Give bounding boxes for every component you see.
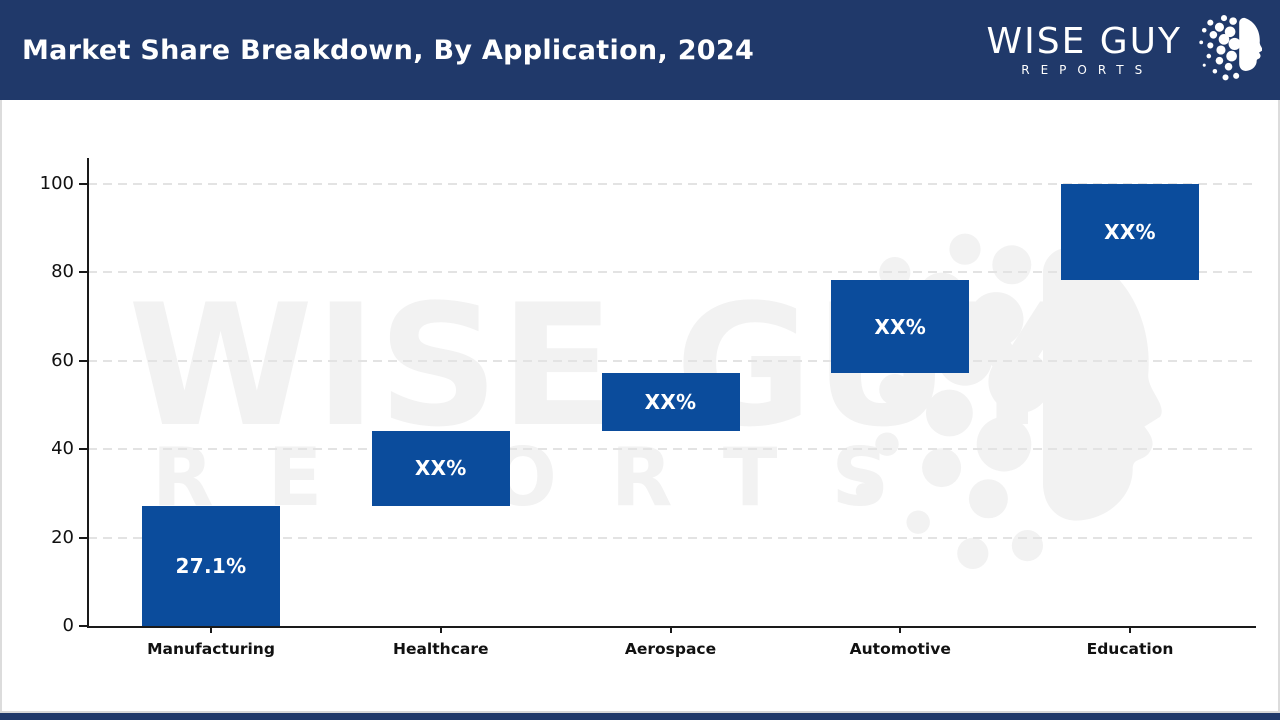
- bar-manufacturing: 27.1%: [142, 506, 280, 626]
- page-title: Market Share Breakdown, By Application, …: [22, 34, 755, 66]
- y-tick-100: [79, 183, 87, 185]
- x-tick-aerospace: [669, 628, 672, 633]
- gridline-60: [88, 359, 1255, 362]
- x-tick-manufacturing: [210, 628, 212, 633]
- y-axis-line: [87, 158, 89, 628]
- x-category-label-healthcare: Healthcare: [392, 640, 489, 658]
- bar-value-label-healthcare: XX%: [414, 456, 467, 481]
- gridline-100: [88, 183, 1255, 185]
- bar-value-label-education: XX%: [1104, 220, 1156, 245]
- y-tick-20: [79, 536, 87, 539]
- x-tick-education: [1129, 628, 1131, 633]
- x-category-label-manufacturing: Manufacturing: [147, 640, 275, 658]
- y-tick-label-100: 100: [39, 173, 74, 194]
- header: Market Share Breakdown, By Application, …: [0, 0, 1280, 100]
- bar-automotive: XX%: [831, 280, 970, 373]
- x-tick-automotive: [899, 628, 902, 633]
- logo-wordmark: WISE GUY: [986, 20, 1182, 62]
- watermark-subtitle: REPORTS: [152, 431, 944, 524]
- header-logo: WISE GUY REPORTS: [986, 9, 1262, 91]
- bar-value-label-automotive: XX%: [874, 314, 927, 339]
- x-tick-healthcare: [439, 628, 442, 633]
- y-tick-label-40: 40: [51, 438, 74, 460]
- x-category-label-automotive: Automotive: [849, 640, 951, 658]
- x-axis-line: [87, 626, 1256, 628]
- y-tick-label-20: 20: [51, 526, 74, 548]
- bar-value-label-manufacturing: 27.1%: [175, 554, 247, 579]
- logo-text: WISE GUY REPORTS: [986, 20, 1183, 77]
- y-tick-40: [79, 448, 87, 451]
- y-tick-60: [79, 359, 87, 362]
- y-tick-label-80: 80: [51, 261, 74, 283]
- y-tick-80: [79, 271, 87, 274]
- bar-education: XX%: [1061, 184, 1199, 281]
- bar-aerospace: XX%: [601, 372, 740, 431]
- bar-value-label-aerospace: XX%: [644, 389, 697, 414]
- bar-healthcare: XX%: [371, 430, 510, 507]
- logo-subtitle: REPORTS: [1021, 62, 1154, 77]
- x-category-label-aerospace: Aerospace: [624, 640, 717, 658]
- footer-bar: [0, 711, 1280, 720]
- gridline-80: [88, 271, 1255, 274]
- y-tick-label-0: 0: [62, 615, 74, 636]
- gridline-40: [88, 448, 1255, 451]
- y-tick-label-60: 60: [51, 349, 74, 371]
- y-tick-0: [79, 625, 87, 627]
- gridline-20: [88, 536, 1255, 539]
- x-category-label-education: Education: [1086, 640, 1174, 658]
